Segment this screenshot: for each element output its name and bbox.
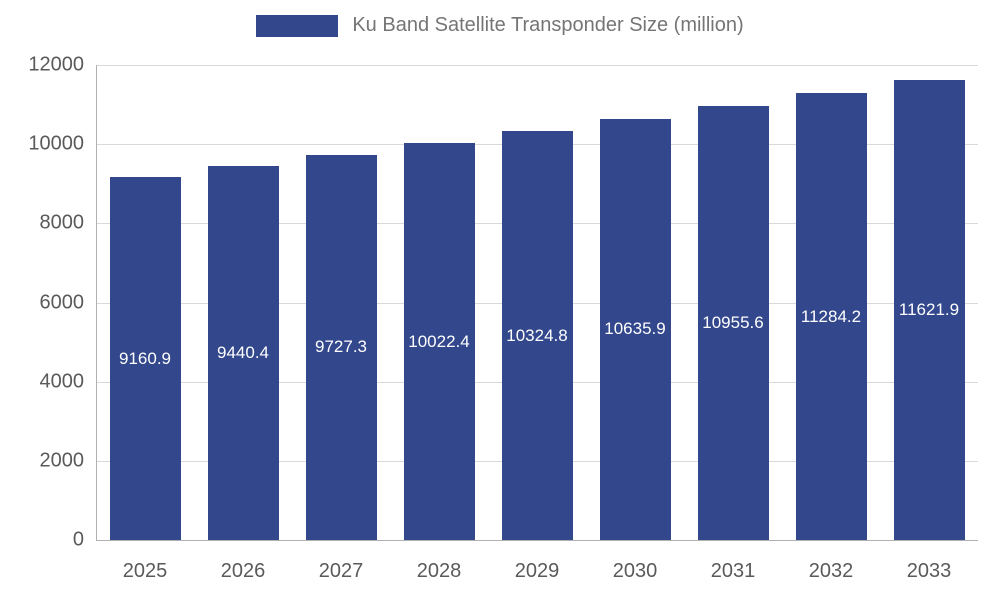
- legend-label: Ku Band Satellite Transponder Size (mill…: [352, 14, 744, 36]
- bar: [501, 131, 573, 540]
- x-axis-line: [96, 540, 978, 541]
- y-tick-label: 2000: [39, 449, 85, 472]
- x-tick-label: 2031: [710, 560, 756, 582]
- y-tick-label: 8000: [39, 211, 85, 234]
- y-tick-label: 6000: [39, 291, 85, 313]
- bar: [207, 166, 279, 540]
- bar-value-label: 9160.9: [119, 348, 171, 368]
- bar: [697, 106, 769, 540]
- bar-value-label: 9727.3: [315, 337, 367, 357]
- bar-value-label: 10955.6: [702, 313, 764, 333]
- bar: [599, 118, 671, 540]
- x-tick-label: 2030: [612, 560, 658, 582]
- bar-value-label: 10635.9: [604, 319, 666, 339]
- gridline: [96, 65, 978, 66]
- bar-value-label: 11284.2: [800, 306, 862, 326]
- y-tick-label: 10000: [28, 132, 84, 155]
- bar-value-label: 10022.4: [408, 331, 470, 351]
- bar: [403, 143, 475, 540]
- bar-value-label: 11621.9: [898, 299, 960, 319]
- legend-swatch: [256, 14, 339, 37]
- bar: [893, 79, 965, 540]
- y-tick-label: 4000: [39, 370, 85, 393]
- x-tick-label: 2032: [808, 560, 854, 582]
- y-tick-label: 0: [72, 528, 84, 551]
- y-tick-label: 12000: [28, 53, 84, 76]
- x-tick-label: 2033: [906, 560, 952, 582]
- bar: [795, 93, 867, 540]
- bar: [109, 177, 181, 540]
- x-tick-label: 2026: [220, 560, 266, 582]
- x-tick-label: 2027: [318, 560, 364, 582]
- bar-value-label: 10324.8: [506, 325, 568, 345]
- bar-value-label: 9440.4: [217, 343, 269, 363]
- bar: [305, 154, 377, 540]
- x-tick-label: 2025: [122, 560, 168, 582]
- x-tick-label: 2029: [514, 560, 560, 582]
- x-tick-label: 2028: [416, 560, 462, 582]
- chart-legend: Ku Band Satellite Transponder Size (mill…: [0, 14, 1000, 37]
- y-axis-line: [96, 65, 97, 540]
